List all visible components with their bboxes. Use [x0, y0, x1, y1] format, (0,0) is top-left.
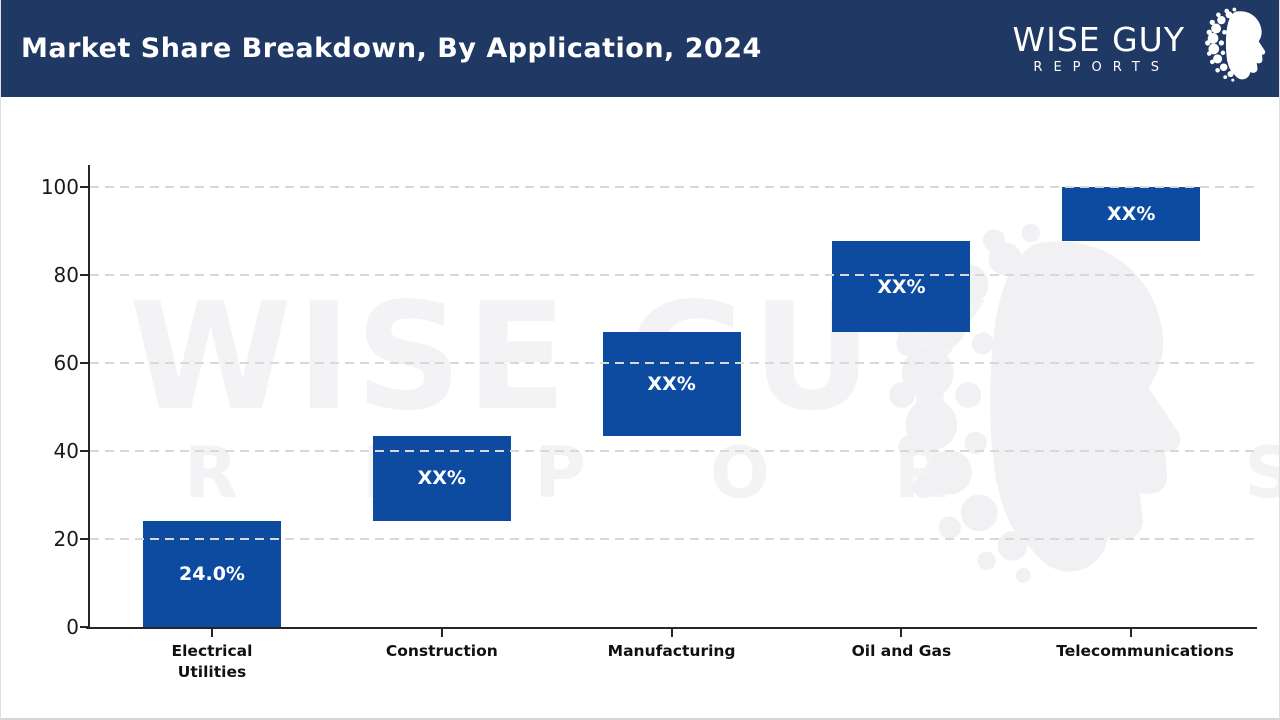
x-tick-mark	[670, 629, 673, 637]
logo-wordmark-line1: WISE GUY	[1012, 20, 1185, 59]
bar-value-label: XX%	[877, 275, 926, 298]
wiseguy-face-watermark-icon	[889, 223, 1181, 583]
plot-area: 0 20 40 60 80 100 24.0% Electrical Utilities XX%…	[41, 165, 1257, 681]
header-bar: Market Share Breakdown, By Application, …	[1, 0, 1279, 97]
x-tick-mark	[1130, 629, 1133, 637]
bar-oil-and-gas: XX%	[832, 241, 971, 333]
x-category-label: Manufacturing	[607, 642, 736, 660]
x-tick-mark	[440, 629, 443, 637]
y-tick-label: 80	[53, 263, 79, 287]
gridline	[90, 538, 1256, 540]
y-axis-spine	[88, 165, 90, 629]
x-category-label: Electrical Utilities	[171, 642, 253, 681]
bar-value-label: XX%	[647, 372, 696, 395]
gridline	[90, 186, 1256, 188]
x-tick-mark	[211, 629, 213, 637]
gridline	[90, 274, 1256, 276]
bar-value-label: XX%	[1107, 203, 1156, 226]
y-tick-label: 60	[53, 351, 79, 375]
y-tick-label: 100	[40, 175, 79, 199]
x-axis-spine	[86, 627, 1257, 629]
wiseguy-logo: WISE GUY REPORTS	[1012, 7, 1267, 91]
y-tick-label: 20	[53, 527, 79, 551]
gridline	[90, 362, 1256, 364]
bar-construction: XX%	[372, 435, 511, 522]
bar-manufacturing: XX%	[602, 332, 741, 436]
bar-telecommunications: XX%	[1062, 187, 1201, 242]
y-tick-mark	[80, 274, 88, 276]
bar-value-label: 24.0%	[179, 563, 245, 586]
y-tick-mark	[80, 538, 88, 540]
x-category-label: Oil and Gas	[851, 642, 952, 660]
bar-value-label: XX%	[417, 467, 466, 490]
x-category-label: Telecommunications	[1056, 642, 1234, 660]
gridline	[90, 450, 1256, 452]
wiseguy-face-icon	[1205, 7, 1266, 82]
logo-wordmark: WISE GUY REPORTS	[1012, 23, 1185, 74]
y-tick-mark	[80, 362, 88, 364]
y-tick-mark	[80, 450, 88, 452]
y-tick-mark	[80, 626, 88, 628]
x-tick-mark	[900, 629, 903, 637]
page-title: Market Share Breakdown, By Application, …	[21, 33, 762, 64]
logo-wordmark-line2: REPORTS	[1033, 60, 1171, 75]
y-tick-mark	[80, 186, 88, 188]
y-tick-label: 40	[53, 439, 79, 463]
x-category-label: Construction	[385, 642, 498, 660]
y-tick-label: 0	[66, 615, 79, 639]
